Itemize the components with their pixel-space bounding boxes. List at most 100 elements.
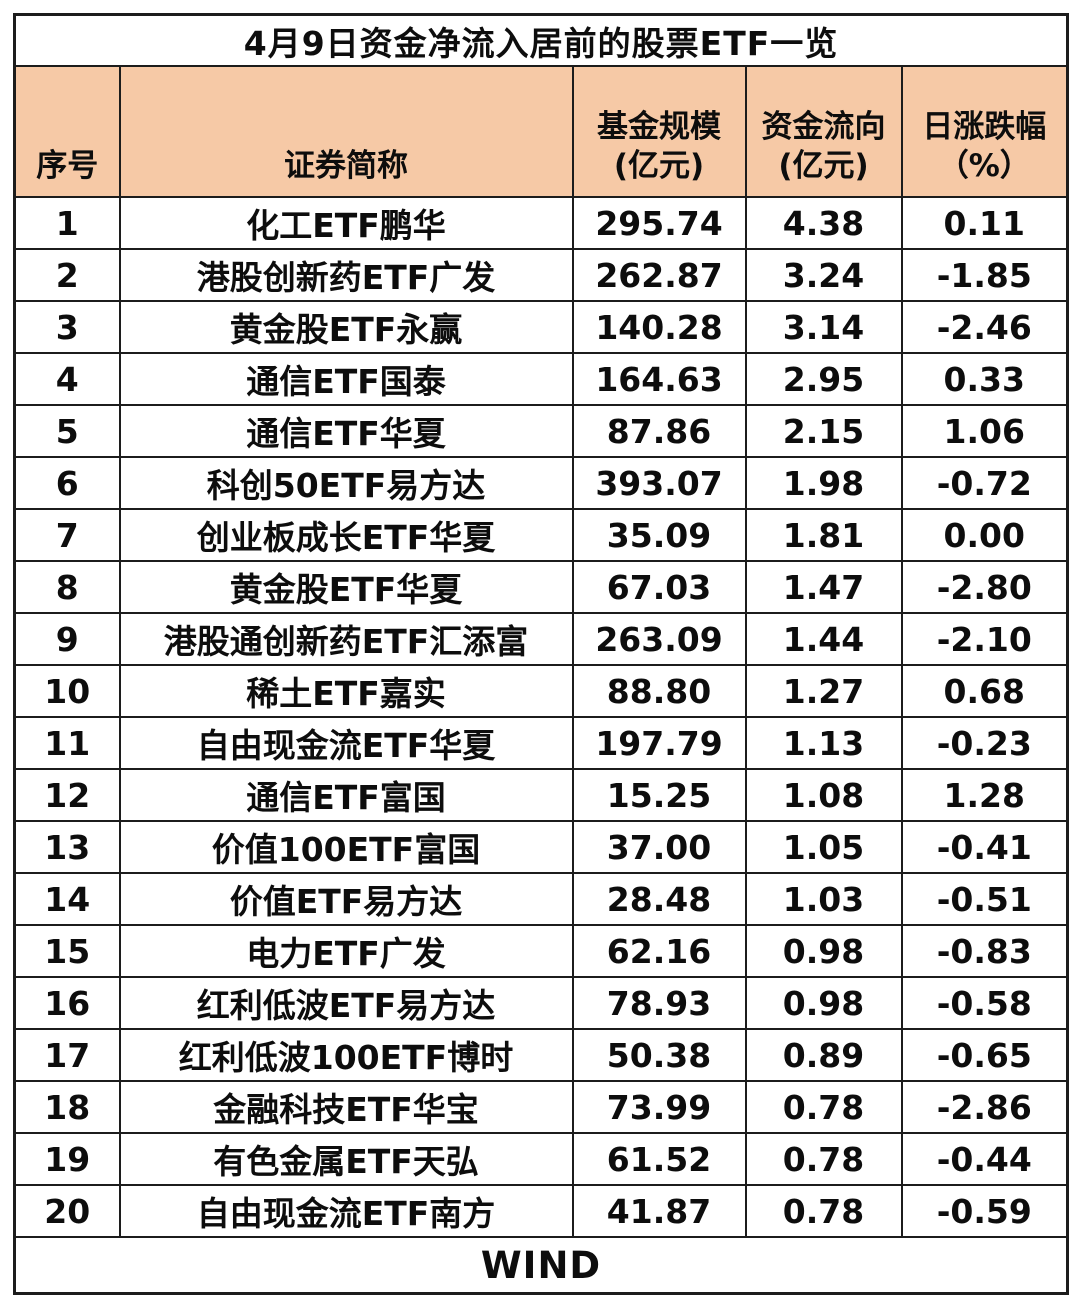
table-row: 1 化工ETF鹏华 295.74 4.38 0.11: [13, 196, 1069, 250]
col-header-flow-unit: (亿元): [778, 148, 869, 185]
cell-name: 电力ETF广发: [118, 924, 574, 978]
table-row: 20 自由现金流ETF南方 41.87 0.78 -0.59: [13, 1184, 1069, 1238]
cell-flow: 3.14: [744, 300, 903, 354]
cell-size: 73.99: [571, 1080, 747, 1134]
cell-change: 1.28: [900, 768, 1069, 822]
footer-row: WIND: [13, 1236, 1069, 1295]
source-label: WIND: [13, 1236, 1069, 1295]
cell-name: 创业板成长ETF华夏: [118, 508, 574, 562]
table-row: 9 港股通创新药ETF汇添富 263.09 1.44 -2.10: [13, 612, 1069, 666]
table-row: 2 港股创新药ETF广发 262.87 3.24 -1.85: [13, 248, 1069, 302]
cell-size: 262.87: [571, 248, 747, 302]
table-row: 8 黄金股ETF华夏 67.03 1.47 -2.80: [13, 560, 1069, 614]
cell-change: -0.23: [900, 716, 1069, 770]
cell-change: 1.06: [900, 404, 1069, 458]
cell-index: 1: [13, 196, 121, 250]
cell-flow: 1.44: [744, 612, 903, 666]
table-row: 16 红利低波ETF易方达 78.93 0.98 -0.58: [13, 976, 1069, 1030]
cell-name: 通信ETF富国: [118, 768, 574, 822]
cell-name: 自由现金流ETF华夏: [118, 716, 574, 770]
cell-index: 5: [13, 404, 121, 458]
table-row: 18 金融科技ETF华宝 73.99 0.78 -2.86: [13, 1080, 1069, 1134]
table-row: 4 通信ETF国泰 164.63 2.95 0.33: [13, 352, 1069, 406]
cell-change: -0.58: [900, 976, 1069, 1030]
table-row: 10 稀土ETF嘉实 88.80 1.27 0.68: [13, 664, 1069, 718]
col-header-index-label: 序号: [36, 148, 99, 185]
cell-flow: 0.98: [744, 976, 903, 1030]
cell-flow: 1.27: [744, 664, 903, 718]
cell-change: 0.11: [900, 196, 1069, 250]
table-row: 14 价值ETF易方达 28.48 1.03 -0.51: [13, 872, 1069, 926]
cell-name: 黄金股ETF华夏: [118, 560, 574, 614]
cell-flow: 2.15: [744, 404, 903, 458]
cell-name: 价值100ETF富国: [118, 820, 574, 874]
cell-change: -0.51: [900, 872, 1069, 926]
col-header-change-unit: （%）: [937, 148, 1031, 185]
cell-size: 28.48: [571, 872, 747, 926]
cell-change: -0.41: [900, 820, 1069, 874]
cell-size: 37.00: [571, 820, 747, 874]
cell-change: 0.68: [900, 664, 1069, 718]
cell-index: 7: [13, 508, 121, 562]
cell-size: 41.87: [571, 1184, 747, 1238]
cell-flow: 0.78: [744, 1132, 903, 1186]
table-row: 15 电力ETF广发 62.16 0.98 -0.83: [13, 924, 1069, 978]
cell-change: -0.44: [900, 1132, 1069, 1186]
col-header-flow-label: 资金流向: [761, 108, 886, 145]
cell-change: 0.00: [900, 508, 1069, 562]
table-row: 6 科创50ETF易方达 393.07 1.98 -0.72: [13, 456, 1069, 510]
cell-size: 263.09: [571, 612, 747, 666]
cell-name: 红利低波ETF易方达: [118, 976, 574, 1030]
cell-index: 17: [13, 1028, 121, 1082]
cell-flow: 1.98: [744, 456, 903, 510]
cell-index: 2: [13, 248, 121, 302]
cell-size: 197.79: [571, 716, 747, 770]
title-row: 4月9日资金净流入居前的股票ETF一览: [13, 13, 1069, 67]
cell-flow: 0.98: [744, 924, 903, 978]
cell-name: 科创50ETF易方达: [118, 456, 574, 510]
table-body: 1 化工ETF鹏华 295.74 4.38 0.11 2 港股创新药ETF广发 262.87 3…: [13, 196, 1069, 1238]
cell-size: 140.28: [571, 300, 747, 354]
cell-index: 11: [13, 716, 121, 770]
table-row: 19 有色金属ETF天弘 61.52 0.78 -0.44: [13, 1132, 1069, 1186]
cell-index: 20: [13, 1184, 121, 1238]
table-row: 11 自由现金流ETF华夏 197.79 1.13 -0.23: [13, 716, 1069, 770]
cell-index: 10: [13, 664, 121, 718]
cell-change: 0.33: [900, 352, 1069, 406]
cell-flow: 1.81: [744, 508, 903, 562]
table-row: 5 通信ETF华夏 87.86 2.15 1.06: [13, 404, 1069, 458]
cell-flow: 1.13: [744, 716, 903, 770]
col-header-name-label: 证券简称: [284, 148, 408, 185]
cell-change: -1.85: [900, 248, 1069, 302]
etf-flow-table: 4月9日资金净流入居前的股票ETF一览 序号 证券简称 基金规模 (亿元) 资金…: [13, 13, 1070, 1295]
cell-name: 自由现金流ETF南方: [118, 1184, 574, 1238]
cell-flow: 4.38: [744, 196, 903, 250]
table-row: 7 创业板成长ETF华夏 35.09 1.81 0.00: [13, 508, 1069, 562]
cell-change: -2.46: [900, 300, 1069, 354]
cell-size: 393.07: [571, 456, 747, 510]
cell-index: 18: [13, 1080, 121, 1134]
cell-change: -0.65: [900, 1028, 1069, 1082]
cell-index: 4: [13, 352, 121, 406]
col-header-flow: 资金流向 (亿元): [744, 65, 903, 198]
cell-name: 红利低波100ETF博时: [118, 1028, 574, 1082]
table-row: 13 价值100ETF富国 37.00 1.05 -0.41: [13, 820, 1069, 874]
cell-change: -0.59: [900, 1184, 1069, 1238]
cell-size: 50.38: [571, 1028, 747, 1082]
cell-index: 13: [13, 820, 121, 874]
cell-index: 14: [13, 872, 121, 926]
cell-change: -2.80: [900, 560, 1069, 614]
table-row: 17 红利低波100ETF博时 50.38 0.89 -0.65: [13, 1028, 1069, 1082]
cell-size: 61.52: [571, 1132, 747, 1186]
cell-name: 港股通创新药ETF汇添富: [118, 612, 574, 666]
cell-name: 化工ETF鹏华: [118, 196, 574, 250]
header-row: 序号 证券简称 基金规模 (亿元) 资金流向 (亿元) 日涨跌幅 （%）: [13, 65, 1069, 198]
cell-index: 16: [13, 976, 121, 1030]
col-header-change-label: 日涨跌幅: [922, 108, 1047, 145]
cell-change: -2.10: [900, 612, 1069, 666]
cell-flow: 2.95: [744, 352, 903, 406]
cell-change: -0.72: [900, 456, 1069, 510]
cell-name: 金融科技ETF华宝: [118, 1080, 574, 1134]
cell-flow: 1.05: [744, 820, 903, 874]
